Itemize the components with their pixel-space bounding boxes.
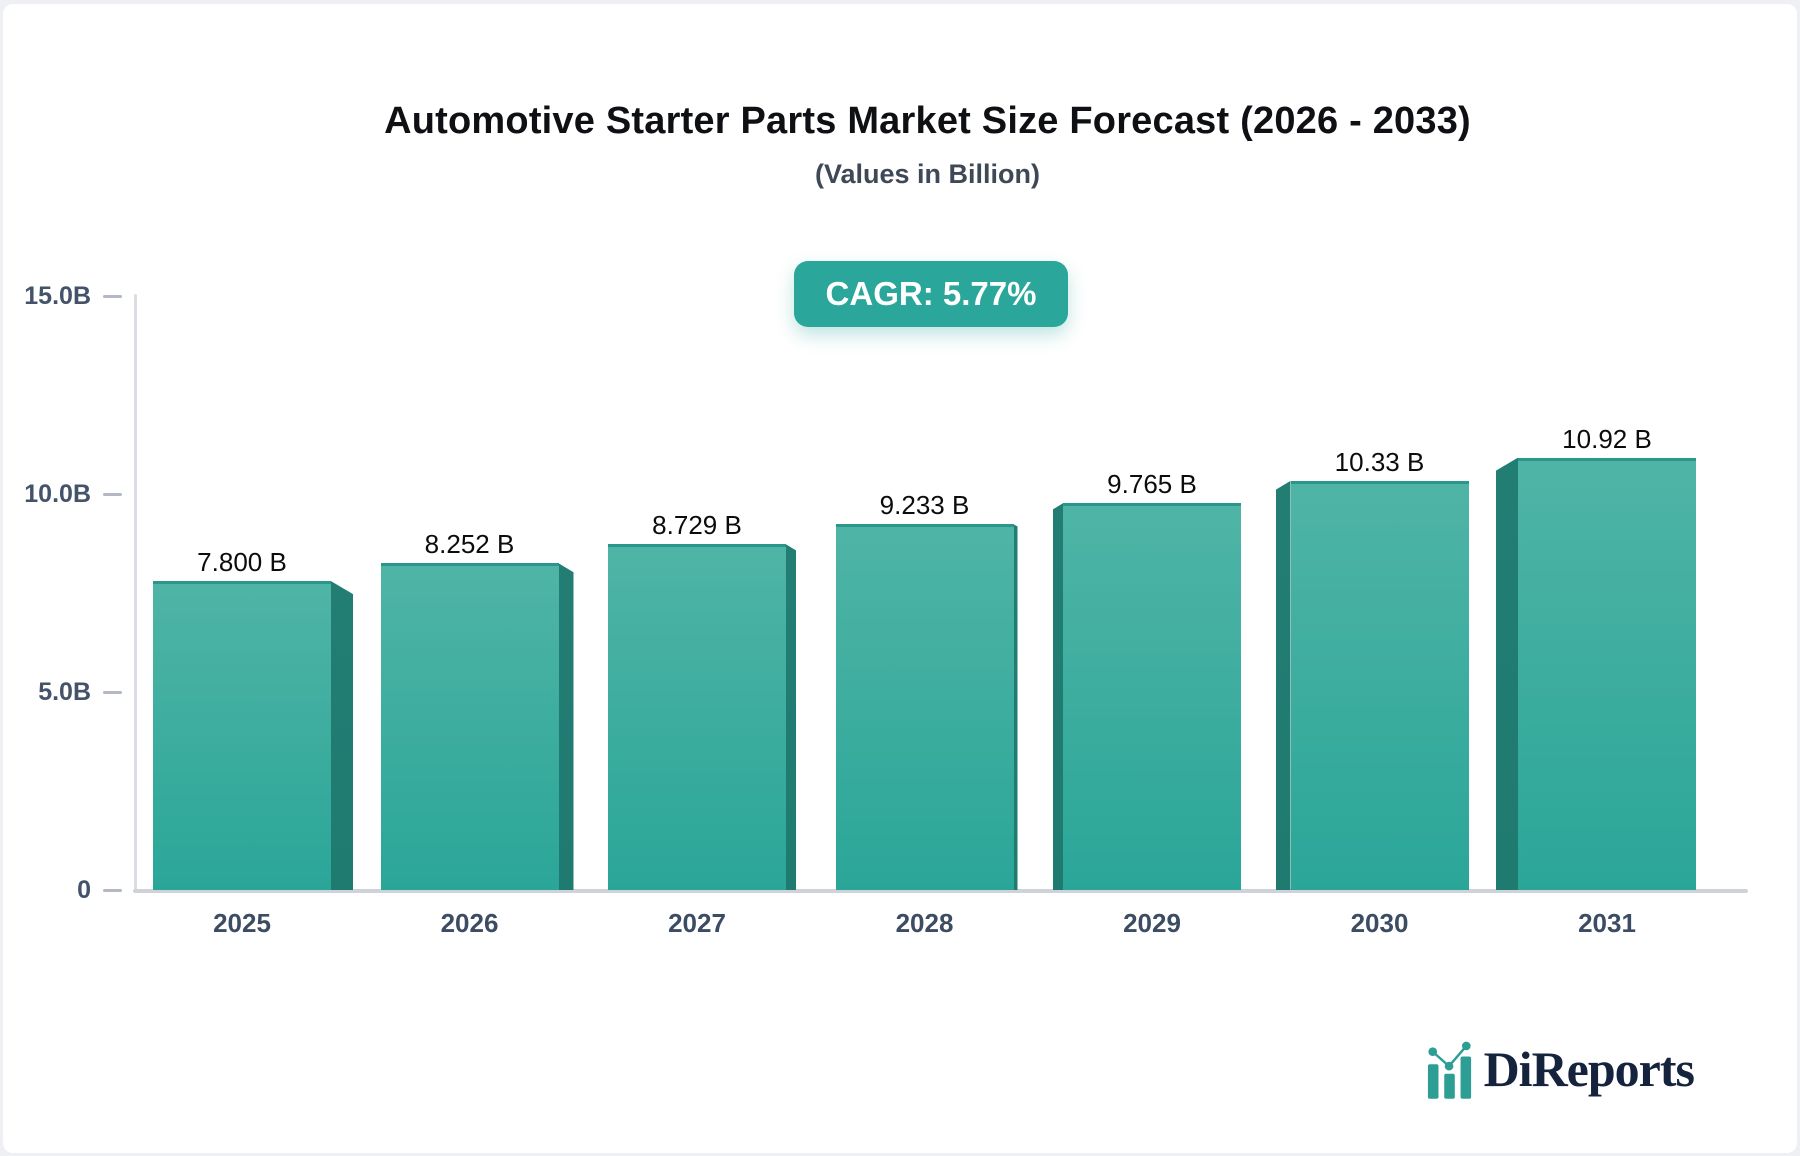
bar-side — [331, 581, 353, 890]
bar-value-label: 8.252 B — [424, 529, 515, 560]
y-tick-label: 5.0B — [38, 678, 91, 706]
y-axis-line — [134, 294, 137, 892]
chart-header: Automotive Starter Parts Market Size For… — [73, 100, 1782, 190]
bar-face — [835, 524, 1014, 890]
bar-side — [1496, 457, 1518, 890]
bar-face — [1290, 480, 1469, 890]
chart-title: Automotive Starter Parts Market Size For… — [384, 100, 1471, 142]
y-tick-label: 10.0B — [24, 480, 91, 508]
y-tick-dash — [103, 294, 122, 298]
y-tick-label: 0 — [77, 876, 91, 904]
bar-face — [1063, 503, 1241, 890]
bar-side — [1275, 480, 1291, 890]
bar-face — [1518, 457, 1696, 890]
bar-chart-plot: 15.0B 10.0B 5.0B 0 7.800 B 2025 8.252 B 2026 8.7… — [3, 4, 1797, 1153]
y-tick-dash — [103, 690, 122, 694]
bar-value-label: 9.765 B — [1107, 469, 1197, 500]
bar-value-label: 10.92 B — [1562, 423, 1652, 454]
brand-logo-text: DiReports — [1483, 1041, 1695, 1097]
bar-side — [1053, 503, 1063, 890]
brand-logo: DiReports — [1426, 1034, 1695, 1104]
x-category-label: 2027 — [668, 908, 726, 938]
x-axis-line — [133, 889, 1748, 893]
y-tick-dash — [103, 492, 122, 496]
cagr-badge: CAGR: 5.77% — [794, 261, 1068, 327]
bar-value-label: 8.729 B — [652, 510, 742, 541]
bar-value-label: 10.33 B — [1334, 446, 1425, 477]
cagr-badge-label: CAGR: 5.77% — [825, 275, 1037, 312]
x-category-label: 2030 — [1350, 908, 1409, 938]
bar-value-label: 7.800 B — [197, 547, 287, 578]
bar-chart-logo-icon — [1427, 1041, 1471, 1099]
chart-card: Automotive Starter Parts Market Size For… — [3, 4, 1797, 1153]
bar-side — [558, 563, 574, 890]
bar-side — [786, 544, 796, 890]
x-category-label: 2029 — [1123, 908, 1181, 938]
chart-subtitle: (Values in Billion) — [814, 159, 1041, 189]
bar-face — [380, 563, 559, 890]
y-tick-dash — [103, 888, 122, 892]
y-tick-label: 15.0B — [24, 282, 91, 310]
x-category-label: 2028 — [895, 908, 954, 938]
bar-face — [153, 581, 331, 890]
x-category-label: 2031 — [1578, 908, 1636, 938]
bar-side — [1013, 524, 1018, 890]
bar-value-label: 9.233 B — [879, 490, 970, 521]
x-category-label: 2026 — [440, 908, 499, 938]
x-category-label: 2025 — [213, 908, 271, 938]
bar-face — [608, 544, 786, 890]
